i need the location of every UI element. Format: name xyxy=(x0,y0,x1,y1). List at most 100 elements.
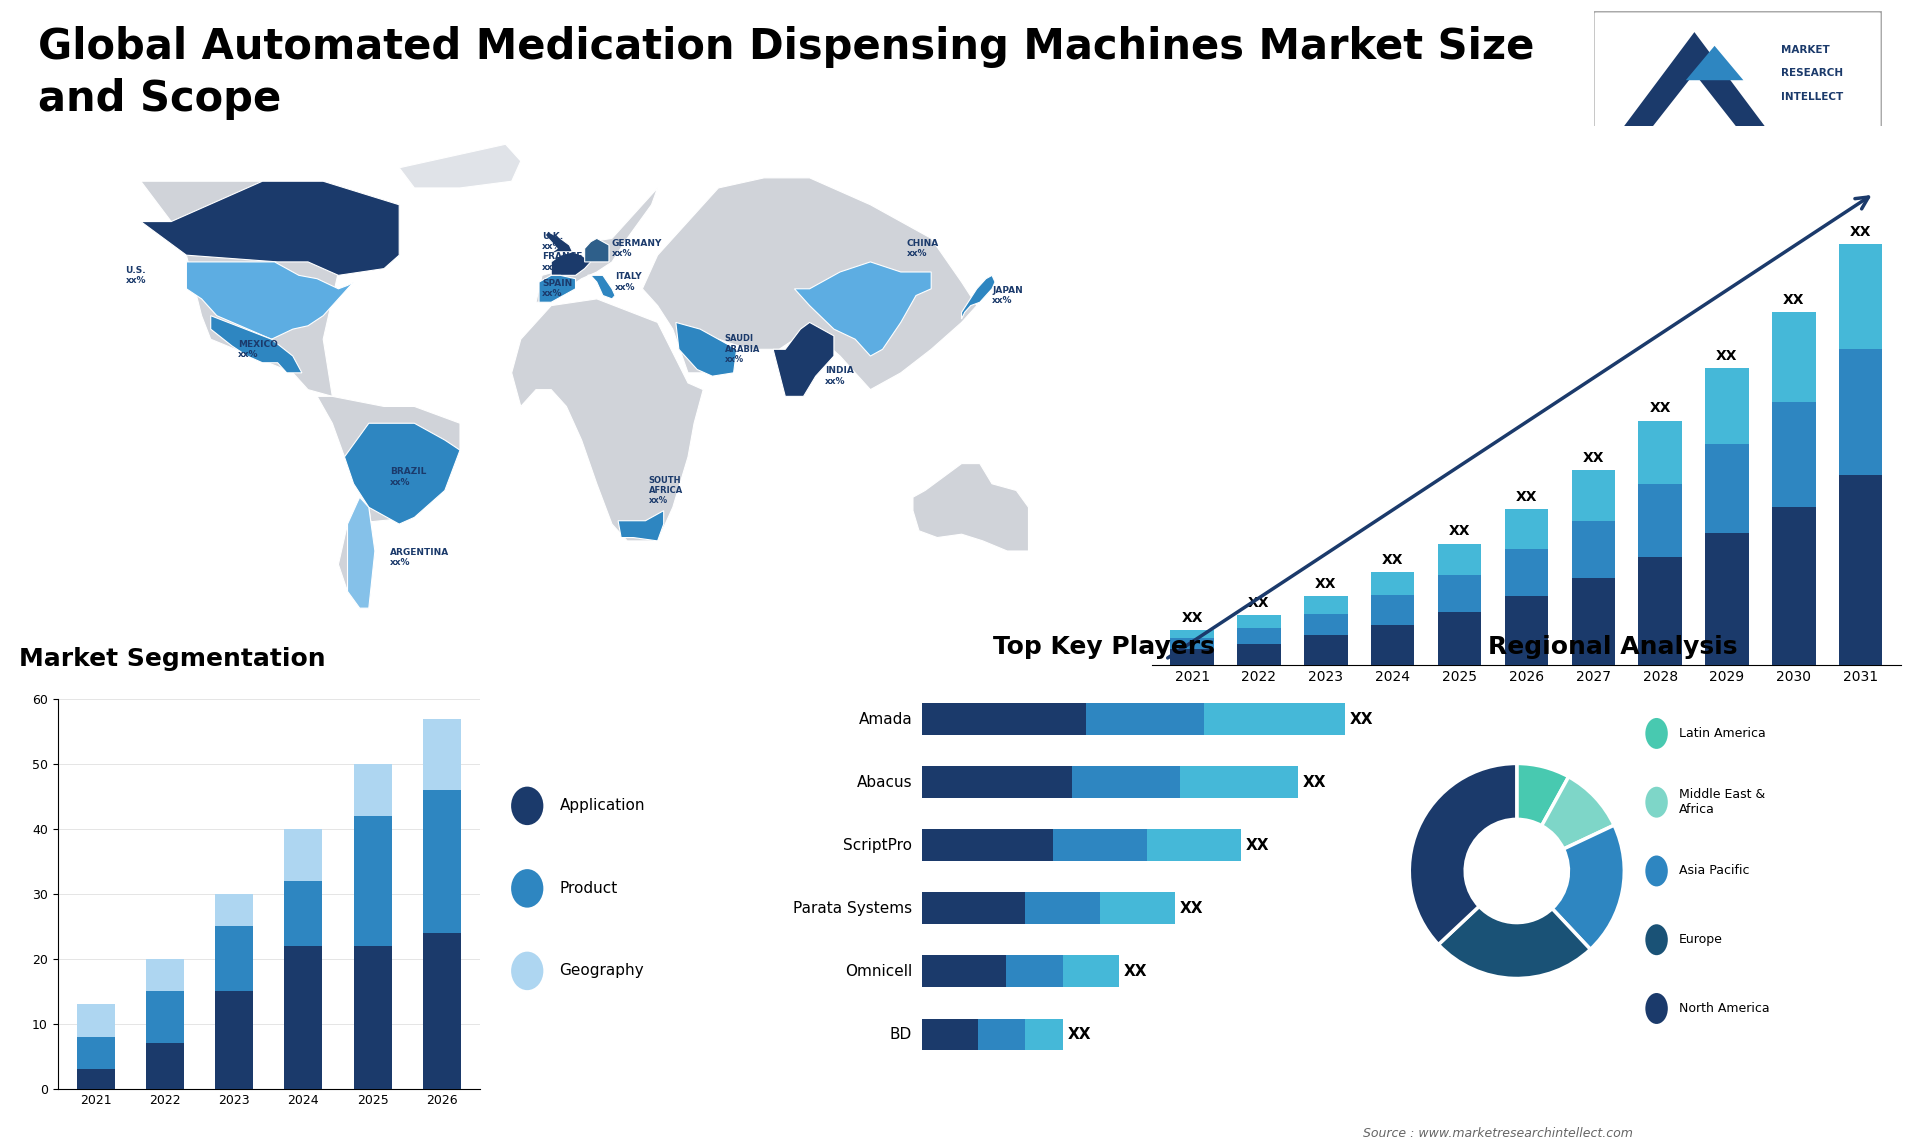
Text: BRAZIL
xx%: BRAZIL xx% xyxy=(390,468,426,487)
Text: XX: XX xyxy=(1181,611,1202,625)
PathPatch shape xyxy=(399,144,520,188)
Text: INDIA
xx%: INDIA xx% xyxy=(826,367,854,386)
Bar xyxy=(1505,549,1548,596)
Text: XX: XX xyxy=(1302,775,1327,790)
Bar xyxy=(1572,520,1615,579)
Bar xyxy=(1054,830,1148,861)
Text: XX: XX xyxy=(1784,293,1805,307)
Wedge shape xyxy=(1551,825,1624,949)
Wedge shape xyxy=(1438,906,1590,979)
Bar xyxy=(1772,312,1816,402)
Bar xyxy=(353,764,392,816)
Text: North America: North America xyxy=(1678,1002,1770,1015)
Text: XX: XX xyxy=(1450,525,1471,539)
Text: XX: XX xyxy=(1515,489,1538,504)
Text: XX: XX xyxy=(1382,552,1404,567)
PathPatch shape xyxy=(344,423,461,524)
Bar xyxy=(77,1037,115,1069)
Text: RESEARCH: RESEARCH xyxy=(1782,69,1843,78)
Bar xyxy=(1025,893,1100,924)
Text: XX: XX xyxy=(1649,401,1670,415)
Text: XX: XX xyxy=(1582,450,1603,465)
PathPatch shape xyxy=(348,497,374,609)
Text: Market Segmentation: Market Segmentation xyxy=(19,647,326,670)
Text: XX: XX xyxy=(1716,348,1738,363)
Bar xyxy=(1181,767,1298,798)
Text: Top Key Players: Top Key Players xyxy=(993,636,1215,659)
Bar xyxy=(1638,421,1682,484)
Bar xyxy=(1505,509,1548,549)
Circle shape xyxy=(511,951,543,990)
PathPatch shape xyxy=(584,238,609,262)
Bar xyxy=(1371,572,1415,595)
Bar xyxy=(1062,956,1119,987)
Text: CHINA
xx%: CHINA xx% xyxy=(906,238,939,258)
Text: XX: XX xyxy=(1123,964,1148,979)
Bar xyxy=(1505,596,1548,665)
Text: XX: XX xyxy=(1851,225,1872,238)
Bar xyxy=(146,959,184,991)
Text: JAPAN
xx%: JAPAN xx% xyxy=(993,285,1023,305)
Wedge shape xyxy=(1517,763,1569,826)
PathPatch shape xyxy=(618,511,664,541)
Bar xyxy=(146,1043,184,1089)
Bar xyxy=(1087,704,1204,735)
Text: U.S.
xx%: U.S. xx% xyxy=(125,266,146,285)
Bar xyxy=(1371,595,1415,625)
Text: Geography: Geography xyxy=(559,964,643,979)
Bar xyxy=(922,1019,977,1050)
Circle shape xyxy=(511,869,543,908)
Wedge shape xyxy=(1542,777,1615,849)
Text: U.K.
xx%: U.K. xx% xyxy=(541,231,563,251)
PathPatch shape xyxy=(540,275,576,303)
FancyBboxPatch shape xyxy=(1594,11,1882,149)
Bar xyxy=(1839,350,1882,476)
PathPatch shape xyxy=(914,464,1029,551)
Bar xyxy=(1236,615,1281,628)
Text: XX: XX xyxy=(1350,712,1373,727)
Bar xyxy=(215,991,253,1089)
Bar xyxy=(1705,368,1749,444)
Text: SPAIN
xx%: SPAIN xx% xyxy=(541,280,572,298)
Text: Omnicell: Omnicell xyxy=(845,964,912,979)
Bar xyxy=(77,1069,115,1089)
Circle shape xyxy=(1645,924,1668,956)
Text: XX: XX xyxy=(1246,838,1269,853)
Bar xyxy=(1148,830,1240,861)
PathPatch shape xyxy=(536,188,657,303)
Text: ITALY
xx%: ITALY xx% xyxy=(614,273,641,292)
Bar xyxy=(215,894,253,926)
Text: SAUDI
ARABIA
xx%: SAUDI ARABIA xx% xyxy=(724,335,760,364)
Bar xyxy=(1705,533,1749,665)
Bar xyxy=(353,816,392,945)
Circle shape xyxy=(511,786,543,825)
Bar xyxy=(422,790,461,933)
Text: ARGENTINA
xx%: ARGENTINA xx% xyxy=(390,548,449,567)
Bar xyxy=(922,956,1006,987)
PathPatch shape xyxy=(211,315,301,372)
Bar xyxy=(977,1019,1025,1050)
Text: Europe: Europe xyxy=(1678,933,1722,947)
Text: FRANCE
xx%: FRANCE xx% xyxy=(541,252,582,272)
Bar xyxy=(1438,612,1480,665)
Bar xyxy=(1438,575,1480,612)
Text: Asia Pacific: Asia Pacific xyxy=(1678,864,1749,878)
Text: BD: BD xyxy=(891,1027,912,1042)
PathPatch shape xyxy=(511,299,703,541)
PathPatch shape xyxy=(186,262,353,339)
Text: XX: XX xyxy=(1181,901,1204,916)
PathPatch shape xyxy=(676,322,737,376)
Text: Global Automated Medication Dispensing Machines Market Size
and Scope: Global Automated Medication Dispensing M… xyxy=(38,26,1534,120)
Bar xyxy=(353,945,392,1089)
Text: INTELLECT: INTELLECT xyxy=(1782,92,1843,102)
Text: Amada: Amada xyxy=(858,712,912,727)
Text: Latin America: Latin America xyxy=(1678,727,1766,740)
Bar xyxy=(284,945,323,1089)
Text: MEXICO
xx%: MEXICO xx% xyxy=(238,339,278,359)
Bar xyxy=(1772,507,1816,665)
Bar xyxy=(1705,444,1749,533)
Circle shape xyxy=(1645,786,1668,818)
Text: XX: XX xyxy=(1248,596,1269,610)
Text: Application: Application xyxy=(559,799,645,814)
Bar xyxy=(1438,543,1480,575)
